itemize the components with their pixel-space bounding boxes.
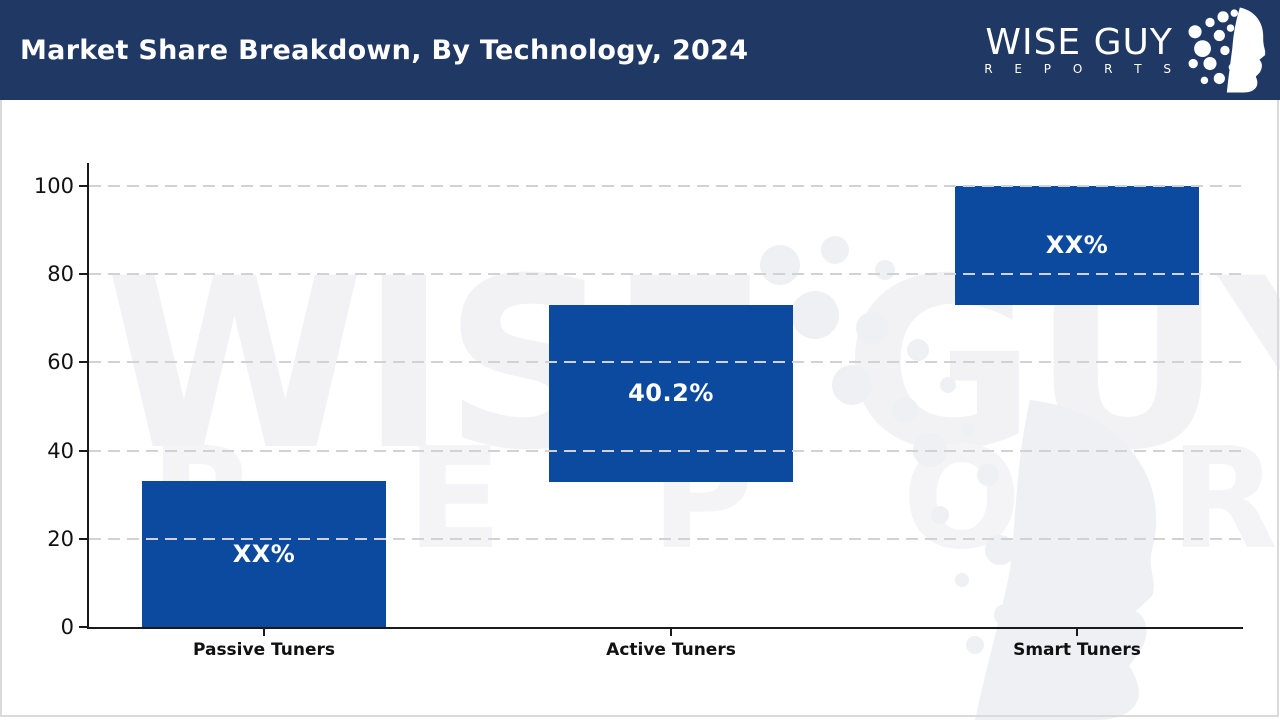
- bar-value-label-smart-tuners: XX%: [1045, 231, 1109, 260]
- header-bar: Market Share Breakdown, By Technology, 2…: [0, 0, 1280, 100]
- bar-passive-tuners: XX%: [142, 481, 386, 627]
- y-tick-label-0: 0: [60, 615, 74, 639]
- page-title: Market Share Breakdown, By Technology, 2…: [20, 34, 749, 66]
- bar-value-label-active-tuners: 40.2%: [628, 379, 714, 408]
- y-axis-line: [87, 163, 89, 629]
- gridline-40: [89, 449, 1243, 452]
- y-tick-label-20: 20: [47, 526, 74, 551]
- x-tick-label-active-tuners: Active Tuners: [606, 640, 736, 660]
- logo-subtext: R E P O R T S: [984, 62, 1180, 77]
- gridline-60: [89, 361, 1243, 364]
- bar-active-tuners: 40.2%: [549, 304, 793, 482]
- x-tick-mark-passive-tuners: [263, 629, 265, 636]
- logo-wordmark: WISE GUY: [985, 21, 1173, 63]
- x-tick-label-smart-tuners: Smart Tuners: [1013, 640, 1141, 660]
- y-tick-label-60: 60: [47, 350, 74, 375]
- x-tick-label-passive-tuners: Passive Tuners: [192, 640, 336, 660]
- bar-value-label-passive-tuners: XX%: [232, 540, 296, 569]
- y-tick-label-80: 80: [47, 262, 74, 287]
- x-tick-mark-active-tuners: [670, 629, 672, 636]
- gridline-20: [89, 537, 1243, 540]
- logo-text: WISE GUY R E P O R T S: [978, 21, 1180, 77]
- gridline-100: [89, 185, 1243, 187]
- logo-head-icon: [1188, 7, 1266, 93]
- y-tick-mark-0: [79, 626, 87, 628]
- y-tick-mark-40: [79, 449, 87, 452]
- y-tick-label-100: 100: [33, 174, 74, 198]
- wise-guy-reports-logo: WISE GUY R E P O R T S: [978, 4, 1266, 96]
- bar-smart-tuners: XX%: [955, 186, 1199, 305]
- x-tick-mark-smart-tuners: [1076, 629, 1078, 636]
- y-tick-mark-100: [79, 185, 87, 187]
- chart-plot-area: WISE GUY R E P O R T S XX%40.2%XX% 02040…: [0, 100, 1280, 720]
- y-tick-mark-60: [79, 361, 87, 364]
- x-axis-line: [87, 627, 1243, 629]
- y-tick-label-40: 40: [47, 438, 74, 463]
- y-tick-mark-80: [79, 273, 87, 276]
- y-tick-mark-20: [79, 537, 87, 540]
- gridline-80: [89, 273, 1243, 276]
